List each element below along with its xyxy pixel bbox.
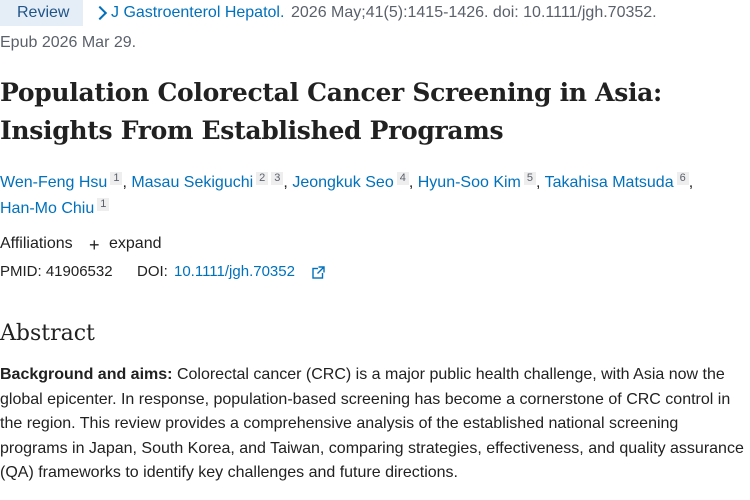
chevron-right-icon [92,5,108,21]
affiliation-marker[interactable]: 1 [110,172,123,185]
plus-icon[interactable]: + [89,235,100,255]
author-separator: , [122,174,132,191]
external-link-icon[interactable] [312,266,325,279]
author-link[interactable]: Han-Mo Chiu [0,200,95,217]
author-separator: , [408,174,418,191]
epub-date: Epub 2026 Mar 29. [0,34,137,51]
article-title: Population Colorectal Cancer Screening i… [0,78,662,145]
author-link[interactable]: Jeongkuk Seo [292,174,394,191]
affiliation-marker[interactable]: 4 [396,172,409,185]
author-separator: , [536,174,545,191]
pmid: PMID: 41906532 [0,263,113,280]
abstract-section-label: Background and aims: [0,366,173,383]
doi-label: DOI: [137,263,168,280]
abstract-heading: Abstract [0,321,95,346]
author-separator: , [283,174,293,191]
affiliation-marker[interactable]: 2 [256,172,269,185]
affiliation-marker[interactable]: 3 [271,172,284,185]
affiliation-marker[interactable]: 1 [97,198,110,211]
expand-affiliations-button[interactable]: expand [109,235,162,252]
journal-link[interactable]: J Gastroenterol Hepatol. [111,4,285,21]
doi-link[interactable]: 10.1111/jgh.70352 [174,263,295,280]
author-separator: , [688,174,694,191]
author-link[interactable]: Masau Sekiguchi [131,174,254,191]
abstract-section-text: Colorectal cancer (CRC) is a major publi… [0,366,744,481]
author-link[interactable]: Wen-Feng Hsu [0,174,108,191]
article-type-badge[interactable]: Review [0,0,83,26]
author-list: Wen-Feng Hsu 1, Masau Sekiguchi 2 3, Jeongk… [0,170,740,222]
author-link[interactable]: Hyun-Soo Kim [417,174,521,191]
affiliation-marker[interactable]: 6 [676,172,689,185]
affiliation-marker[interactable]: 5 [523,172,537,185]
abstract-paragraph: Background and aims: Colorectal cancer (… [0,363,748,486]
author-link[interactable]: Takahisa Matsuda [544,174,674,191]
citation-text: 2026 May;41(5):1415-1426. doi: 10.1111/j… [291,4,657,21]
affiliations-label: Affiliations [0,235,73,252]
